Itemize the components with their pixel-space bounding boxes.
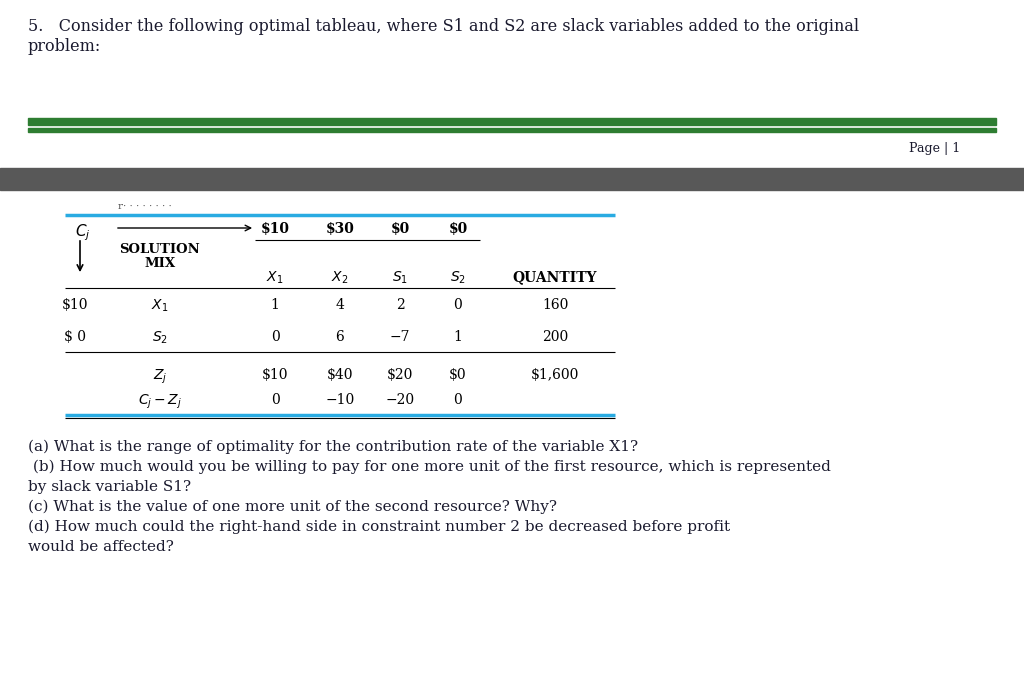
Text: SOLUTION: SOLUTION [120, 243, 201, 256]
Text: $0: $0 [450, 368, 467, 382]
Text: $ 0: $ 0 [63, 330, 86, 344]
Text: $C_j$: $C_j$ [75, 222, 90, 243]
Text: $0: $0 [390, 222, 410, 236]
Text: (b) How much would you be willing to pay for one more unit of the first resource: (b) How much would you be willing to pay… [28, 460, 830, 475]
Text: $10: $10 [260, 222, 290, 236]
Text: 0: 0 [454, 298, 463, 312]
Text: $20: $20 [387, 368, 414, 382]
Text: $S_2$: $S_2$ [450, 270, 466, 286]
Text: 0: 0 [454, 393, 463, 407]
Text: $S_1$: $S_1$ [392, 270, 408, 286]
Text: $40: $40 [327, 368, 353, 382]
Text: −7: −7 [390, 330, 411, 344]
Text: 160: 160 [542, 298, 568, 312]
Bar [28, 118, 996, 125]
Text: $X_2$: $X_2$ [332, 270, 348, 286]
Text: would be affected?: would be affected? [28, 540, 174, 554]
Text: −20: −20 [385, 393, 415, 407]
Text: 6: 6 [336, 330, 344, 344]
Text: $10: $10 [61, 298, 88, 312]
Text: (d) How much could the right-hand side in constraint number 2 be decreased befor: (d) How much could the right-hand side i… [28, 520, 730, 534]
Text: 1: 1 [270, 298, 280, 312]
Text: 0: 0 [270, 330, 280, 344]
Text: MIX: MIX [144, 257, 175, 270]
Text: by slack variable S1?: by slack variable S1? [28, 480, 191, 494]
Text: 200: 200 [542, 330, 568, 344]
Text: 1: 1 [454, 330, 463, 344]
Text: 0: 0 [270, 393, 280, 407]
Text: $Z_j$: $Z_j$ [153, 368, 167, 386]
Bar [28, 128, 996, 132]
Text: $C_j - Z_j$: $C_j - Z_j$ [138, 393, 182, 411]
Text: Page | 1: Page | 1 [908, 142, 961, 155]
Text: $10: $10 [262, 368, 288, 382]
Text: 4: 4 [336, 298, 344, 312]
Text: QUANTITY: QUANTITY [513, 270, 597, 284]
Text: −10: −10 [326, 393, 354, 407]
Text: 2: 2 [395, 298, 404, 312]
Text: (c) What is the value of one more unit of the second resource? Why?: (c) What is the value of one more unit o… [28, 500, 557, 514]
Text: $0: $0 [449, 222, 468, 236]
Text: $X_1$: $X_1$ [152, 298, 169, 314]
Text: 5.   Consider the following optimal tableau, where S1 and S2 are slack variables: 5. Consider the following optimal tablea… [28, 18, 859, 35]
Text: $1,600: $1,600 [530, 368, 580, 382]
Text: $30: $30 [326, 222, 354, 236]
Text: problem:: problem: [28, 38, 101, 55]
Text: $S_2$: $S_2$ [152, 330, 168, 346]
Bar [0, 168, 1024, 190]
Text: $X_1$: $X_1$ [266, 270, 284, 286]
Text: (a) What is the range of optimality for the contribution rate of the variable X1: (a) What is the range of optimality for … [28, 440, 638, 455]
Text: r· · · · · · · ·: r· · · · · · · · [118, 202, 172, 211]
